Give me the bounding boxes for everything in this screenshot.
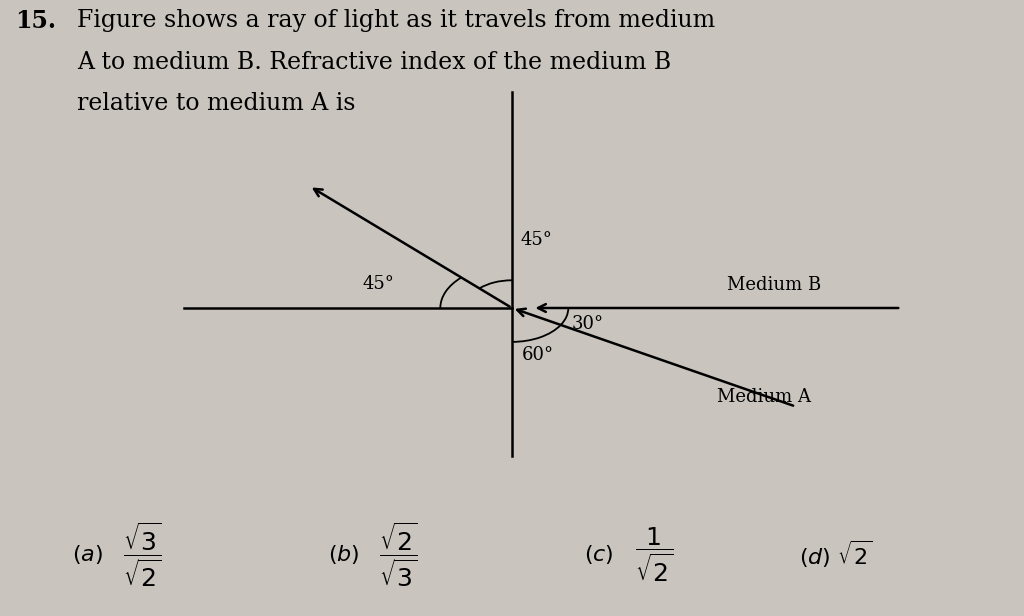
Text: Figure shows a ray of light as it travels from medium: Figure shows a ray of light as it travel… bbox=[77, 9, 715, 32]
Text: A to medium B. Refractive index of the medium B: A to medium B. Refractive index of the m… bbox=[77, 51, 671, 73]
Text: $\dfrac{1}{\sqrt{2}}$: $\dfrac{1}{\sqrt{2}}$ bbox=[635, 525, 674, 583]
Text: 30°: 30° bbox=[571, 315, 603, 333]
Text: $(d)\ \sqrt{2}$: $(d)\ \sqrt{2}$ bbox=[799, 539, 872, 570]
Text: $(c)$: $(c)$ bbox=[584, 543, 613, 566]
Text: Medium B: Medium B bbox=[727, 277, 821, 294]
Text: 60°: 60° bbox=[522, 346, 554, 364]
Text: 15.: 15. bbox=[15, 9, 56, 33]
Text: $\dfrac{\sqrt{2}}{\sqrt{3}}$: $\dfrac{\sqrt{2}}{\sqrt{3}}$ bbox=[379, 520, 418, 589]
Text: $(b)$: $(b)$ bbox=[328, 543, 359, 566]
Text: relative to medium A is: relative to medium A is bbox=[77, 92, 355, 115]
Text: 45°: 45° bbox=[362, 275, 394, 293]
Text: $(a)$: $(a)$ bbox=[72, 543, 102, 566]
Text: 45°: 45° bbox=[520, 232, 552, 249]
Text: $\dfrac{\sqrt{3}}{\sqrt{2}}$: $\dfrac{\sqrt{3}}{\sqrt{2}}$ bbox=[123, 520, 162, 589]
Text: Medium A: Medium A bbox=[717, 388, 811, 406]
